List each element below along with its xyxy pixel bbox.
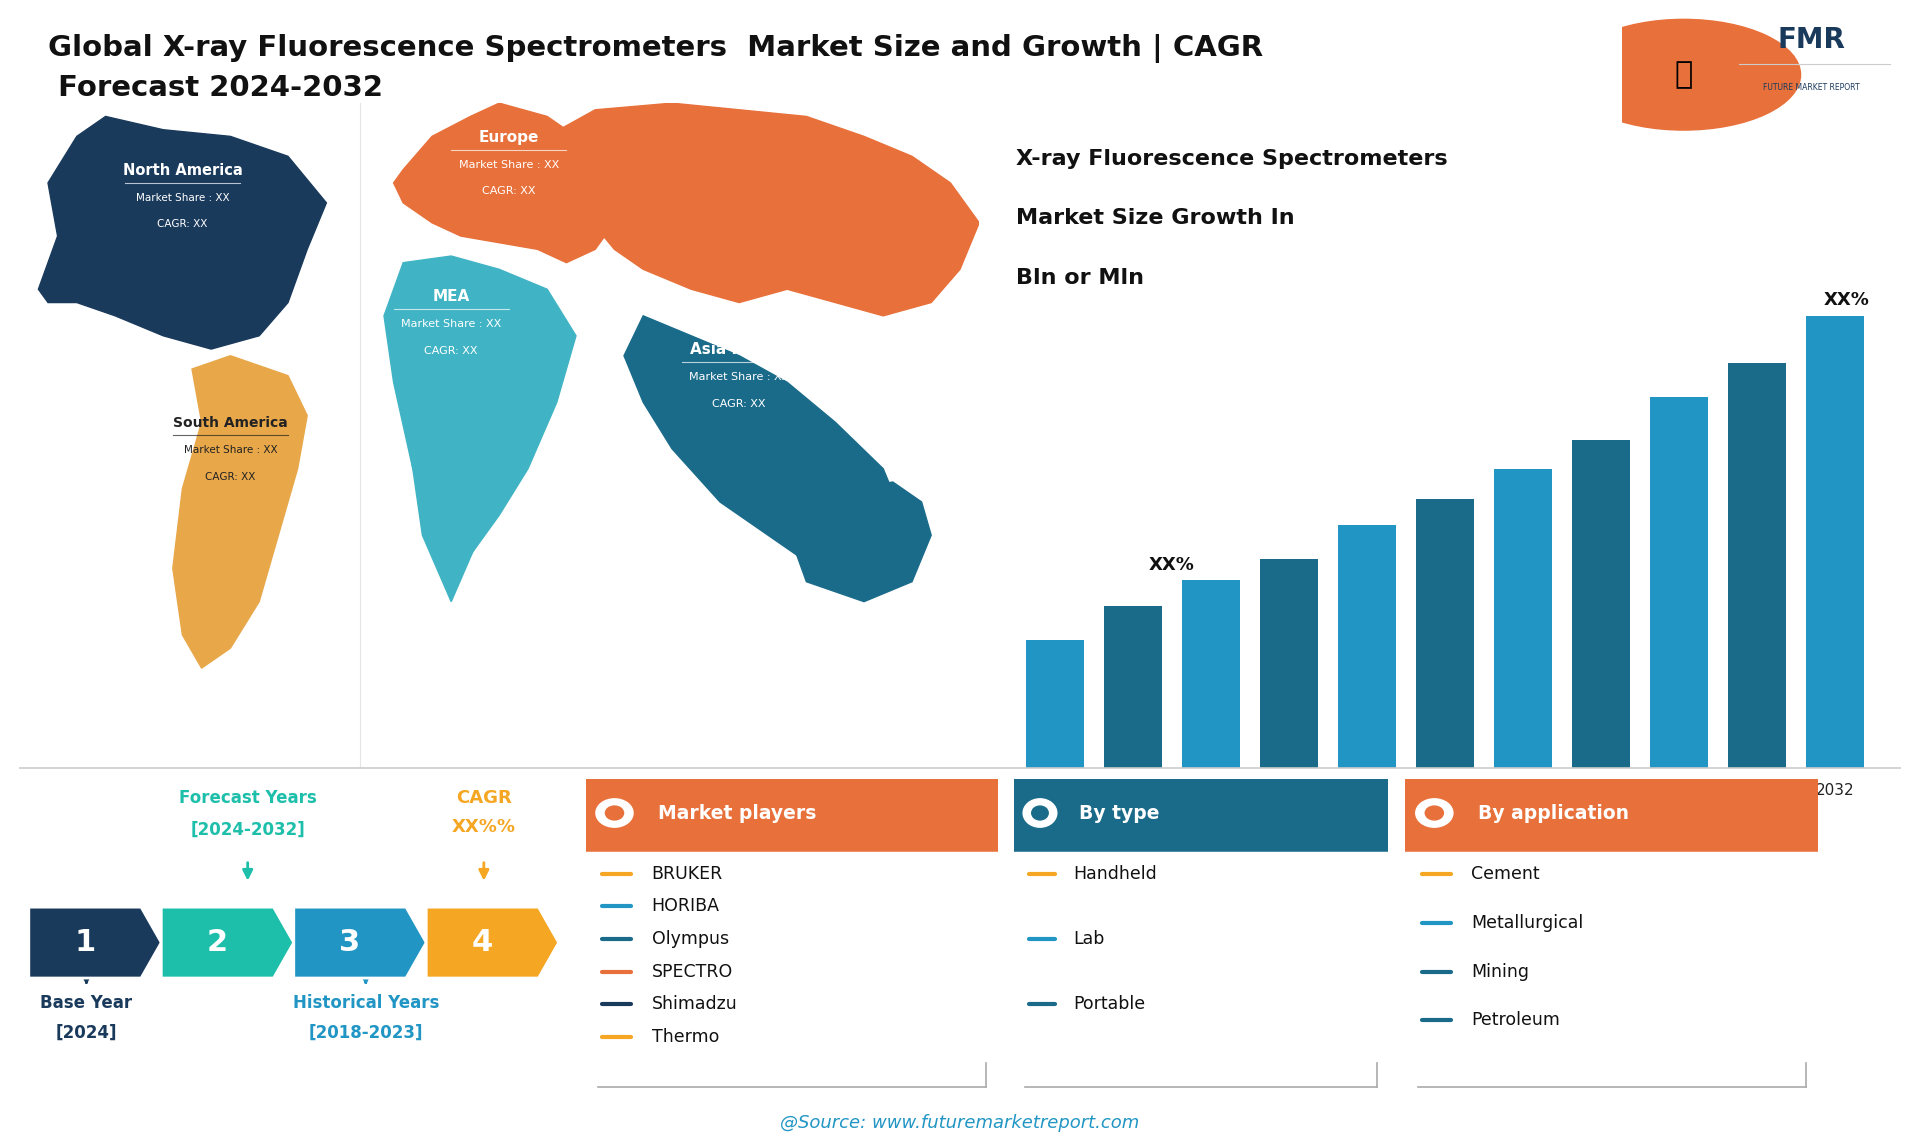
Polygon shape xyxy=(29,908,161,978)
Text: 2031: 2031 xyxy=(1738,783,1776,798)
Text: 2028: 2028 xyxy=(1503,783,1542,798)
Text: CAGR: XX: CAGR: XX xyxy=(205,472,255,482)
Text: 2025: 2025 xyxy=(1269,783,1308,798)
Text: Lab: Lab xyxy=(1073,929,1106,948)
Text: Base Year: Base Year xyxy=(40,994,132,1012)
Bar xyxy=(1338,525,1396,768)
Text: Asia Pacific: Asia Pacific xyxy=(691,343,787,358)
Bar xyxy=(1181,580,1240,768)
Text: Handheld: Handheld xyxy=(1073,865,1158,882)
Text: Market Size Growth In: Market Size Growth In xyxy=(1016,209,1294,228)
Text: @Source: www.futuremarketreport.com: @Source: www.futuremarketreport.com xyxy=(780,1114,1140,1132)
Polygon shape xyxy=(38,117,326,350)
Text: FUTURE MARKET REPORT: FUTURE MARKET REPORT xyxy=(1763,84,1860,93)
Text: HORIBA: HORIBA xyxy=(651,897,720,916)
FancyBboxPatch shape xyxy=(1002,775,1400,851)
Text: SPECTRO: SPECTRO xyxy=(651,963,733,981)
Text: Forecast 2024-2032: Forecast 2024-2032 xyxy=(48,74,382,102)
Text: 2027: 2027 xyxy=(1425,783,1465,798)
Bar xyxy=(1572,440,1630,768)
Text: Portable: Portable xyxy=(1073,995,1146,1013)
Text: Mining: Mining xyxy=(1471,963,1530,981)
Text: Market Share : XX: Market Share : XX xyxy=(401,320,501,329)
Circle shape xyxy=(1415,799,1453,827)
Text: XX%: XX% xyxy=(1148,556,1194,574)
Text: Market Share : XX: Market Share : XX xyxy=(136,193,228,203)
FancyBboxPatch shape xyxy=(574,775,1010,851)
Bar xyxy=(1260,559,1317,768)
Text: Europe: Europe xyxy=(478,129,540,144)
Circle shape xyxy=(605,806,624,819)
Text: XX%: XX% xyxy=(1824,291,1870,309)
Text: Market Share : XX: Market Share : XX xyxy=(184,446,276,455)
Text: 2022: 2022 xyxy=(1035,783,1073,798)
Text: 👤: 👤 xyxy=(1674,61,1693,89)
Text: 2: 2 xyxy=(207,928,228,957)
Text: Petroleum: Petroleum xyxy=(1471,1012,1561,1029)
Text: Global X-ray Fluorescence Spectrometers  Market Size and Growth | CAGR: Global X-ray Fluorescence Spectrometers … xyxy=(48,34,1263,63)
Text: Market players: Market players xyxy=(659,803,816,823)
Text: 2029: 2029 xyxy=(1582,783,1620,798)
Text: Market Share : XX: Market Share : XX xyxy=(689,372,789,383)
Text: [2024-2032]: [2024-2032] xyxy=(190,821,305,839)
Text: Olympus: Olympus xyxy=(651,929,730,948)
Bar xyxy=(1649,397,1709,768)
Circle shape xyxy=(595,799,634,827)
Polygon shape xyxy=(518,103,979,316)
Text: BRUKER: BRUKER xyxy=(651,865,724,882)
Circle shape xyxy=(1567,19,1801,131)
Text: Market Share : XX: Market Share : XX xyxy=(459,159,559,170)
Text: XX%%: XX%% xyxy=(451,818,516,837)
Text: Thermo: Thermo xyxy=(651,1028,718,1045)
Text: 2026: 2026 xyxy=(1348,783,1386,798)
Text: By type: By type xyxy=(1079,803,1160,823)
Text: 2030: 2030 xyxy=(1659,783,1697,798)
Text: Shimadzu: Shimadzu xyxy=(651,995,737,1013)
Polygon shape xyxy=(426,908,559,978)
Bar xyxy=(1728,363,1786,768)
Text: [2024]: [2024] xyxy=(56,1023,117,1042)
Circle shape xyxy=(1031,806,1048,819)
Text: By application: By application xyxy=(1478,803,1628,823)
Text: Metallurgical: Metallurgical xyxy=(1471,913,1584,932)
Bar xyxy=(1104,606,1162,768)
Text: CAGR: CAGR xyxy=(455,788,513,807)
Polygon shape xyxy=(384,256,576,555)
Polygon shape xyxy=(403,276,547,602)
Circle shape xyxy=(1425,806,1444,819)
Text: South America: South America xyxy=(173,416,288,430)
Bar xyxy=(1025,639,1085,768)
Circle shape xyxy=(1023,799,1056,827)
Polygon shape xyxy=(173,355,307,668)
Polygon shape xyxy=(394,103,624,262)
Text: 4: 4 xyxy=(472,928,493,957)
Bar xyxy=(1805,316,1864,768)
Text: Forecast Years: Forecast Years xyxy=(179,788,317,807)
Polygon shape xyxy=(294,908,426,978)
Bar xyxy=(1415,500,1475,768)
Polygon shape xyxy=(797,482,931,602)
Text: CAGR: XX: CAGR: XX xyxy=(482,187,536,196)
Text: [2018-2023]: [2018-2023] xyxy=(309,1023,422,1042)
Text: 3: 3 xyxy=(340,928,361,957)
Text: FMR: FMR xyxy=(1778,26,1845,55)
Text: CAGR: XX: CAGR: XX xyxy=(712,399,766,409)
Text: 2032: 2032 xyxy=(1816,783,1855,798)
Text: 1: 1 xyxy=(75,928,96,957)
Polygon shape xyxy=(624,316,902,582)
FancyBboxPatch shape xyxy=(1394,775,1830,851)
Bar xyxy=(1494,470,1551,768)
Text: 2023: 2023 xyxy=(1114,783,1152,798)
Text: Bln or Mln: Bln or Mln xyxy=(1016,268,1144,288)
Text: ⚑: ⚑ xyxy=(1012,814,1027,832)
Text: CAGR: XX: CAGR: XX xyxy=(424,346,478,355)
Text: Historical Years: Historical Years xyxy=(292,994,440,1012)
Text: 2024: 2024 xyxy=(1192,783,1231,798)
Text: North America: North America xyxy=(123,163,242,178)
Text: MEA: MEA xyxy=(432,289,470,304)
Text: Cement: Cement xyxy=(1471,865,1540,882)
Text: X-ray Fluorescence Spectrometers: X-ray Fluorescence Spectrometers xyxy=(1016,149,1448,168)
Polygon shape xyxy=(161,908,294,978)
Text: CAGR: XX: CAGR: XX xyxy=(157,220,207,229)
